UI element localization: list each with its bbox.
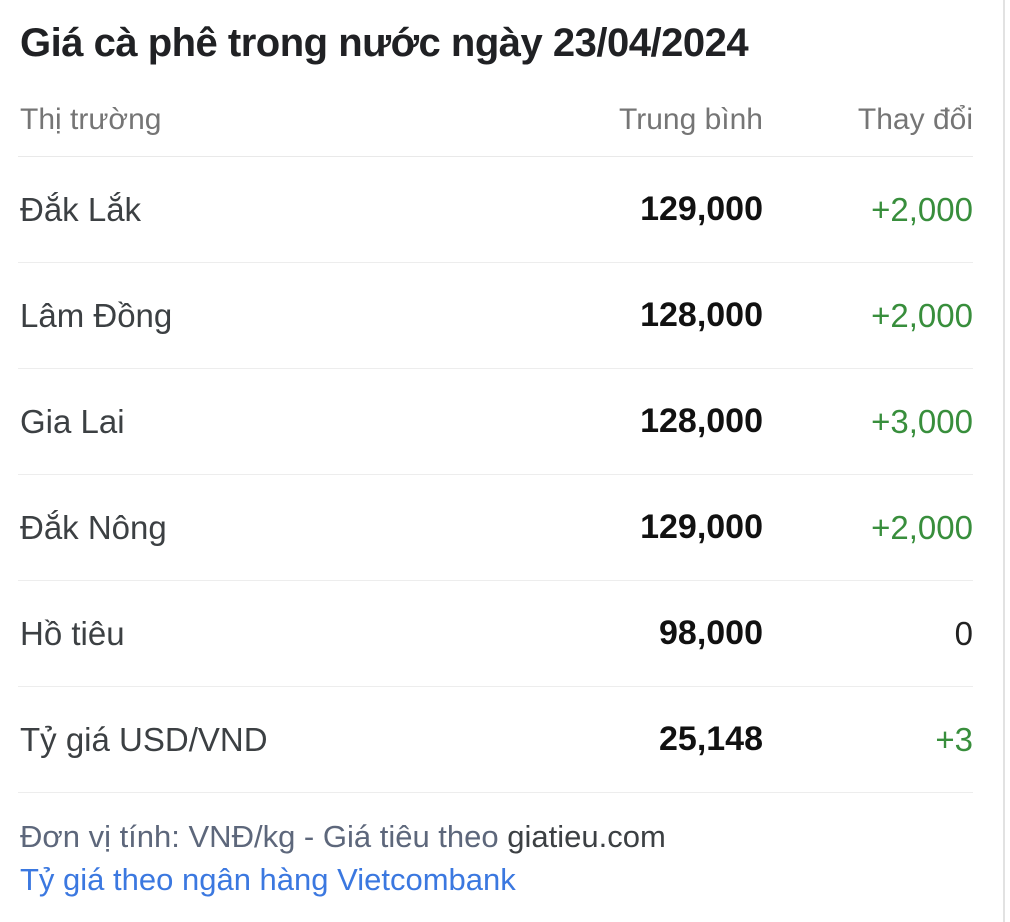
- table-header-row: Thị trường Trung bình Thay đổi: [18, 100, 973, 157]
- column-header-change: Thay đổi: [857, 103, 973, 136]
- market-name: Tỷ giá USD/VND: [20, 720, 268, 758]
- unit-note: Đơn vị tính: VNĐ/kg - Giá tiêu theo: [20, 819, 508, 854]
- market-name: Đắk Lắk: [20, 190, 142, 228]
- page-title: Giá cà phê trong nước ngày 23/04/2024: [20, 21, 749, 65]
- market-name: Đắk Nông: [20, 508, 167, 546]
- average-value: 128,000: [640, 402, 763, 440]
- exchange-line: Tỷ giá theo ngân hàng Vietcombank: [20, 858, 990, 901]
- change-value: +3,000: [871, 402, 973, 440]
- column-header-market: Thị trường: [20, 103, 162, 136]
- average-value: 128,000: [640, 296, 763, 334]
- unit-note-line: Đơn vị tính: VNĐ/kg - Giá tiêu theo giat…: [20, 815, 990, 858]
- table-row: Hồ tiêu 98,000 0: [18, 581, 973, 687]
- table-row: Lâm Đồng 128,000 +2,000: [18, 263, 973, 369]
- footer: Đơn vị tính: VNĐ/kg - Giá tiêu theo giat…: [20, 815, 990, 901]
- market-name: Gia Lai: [20, 402, 125, 440]
- average-value: 98,000: [659, 614, 763, 652]
- market-name: Hồ tiêu: [20, 614, 125, 652]
- table-row: Đắk Nông 129,000 +2,000: [18, 475, 973, 581]
- change-value: +2,000: [871, 508, 973, 546]
- change-value: +2,000: [871, 296, 973, 334]
- source-name: giatieu.com: [507, 819, 666, 854]
- change-value: +2,000: [871, 190, 973, 228]
- change-value: 0: [954, 614, 973, 652]
- column-header-average: Trung bình: [619, 103, 763, 136]
- exchange-rate-link[interactable]: Tỷ giá theo ngân hàng Vietcombank: [20, 862, 516, 897]
- average-value: 25,148: [659, 720, 763, 758]
- average-value: 129,000: [640, 190, 763, 228]
- table-row: Gia Lai 128,000 +3,000: [18, 369, 973, 475]
- average-value: 129,000: [640, 508, 763, 546]
- table-row: Đắk Lắk 129,000 +2,000: [18, 157, 973, 263]
- right-edge-divider: [1003, 0, 1005, 922]
- market-name: Lâm Đồng: [20, 296, 173, 334]
- price-table: Thị trường Trung bình Thay đổi Đắk Lắk 1…: [18, 100, 973, 793]
- change-value: +3: [935, 720, 973, 758]
- table-row: Tỷ giá USD/VND 25,148 +3: [18, 687, 973, 793]
